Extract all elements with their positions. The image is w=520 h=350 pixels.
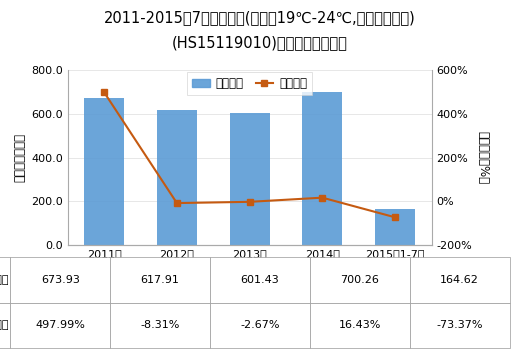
Text: 2011-2015年7月棕榄液油(燔点为19℃-24℃,未经化学改性): 2011-2015年7月棕榄液油(燔点为19℃-24℃,未经化学改性): [104, 10, 416, 26]
Bar: [375, 209, 415, 245]
Y-axis label: 出口数量（吨）: 出口数量（吨）: [14, 133, 27, 182]
Legend: 出口数量, 同比增长: 出口数量, 同比增长: [187, 72, 312, 95]
Bar: [230, 113, 269, 245]
Bar: [302, 92, 342, 245]
Y-axis label: 同比增速（%）: 同比增速（%）: [476, 131, 489, 184]
Text: (HS15119010)出口量及增速统计: (HS15119010)出口量及增速统计: [172, 35, 348, 50]
Bar: [84, 98, 124, 245]
Bar: [157, 110, 197, 245]
